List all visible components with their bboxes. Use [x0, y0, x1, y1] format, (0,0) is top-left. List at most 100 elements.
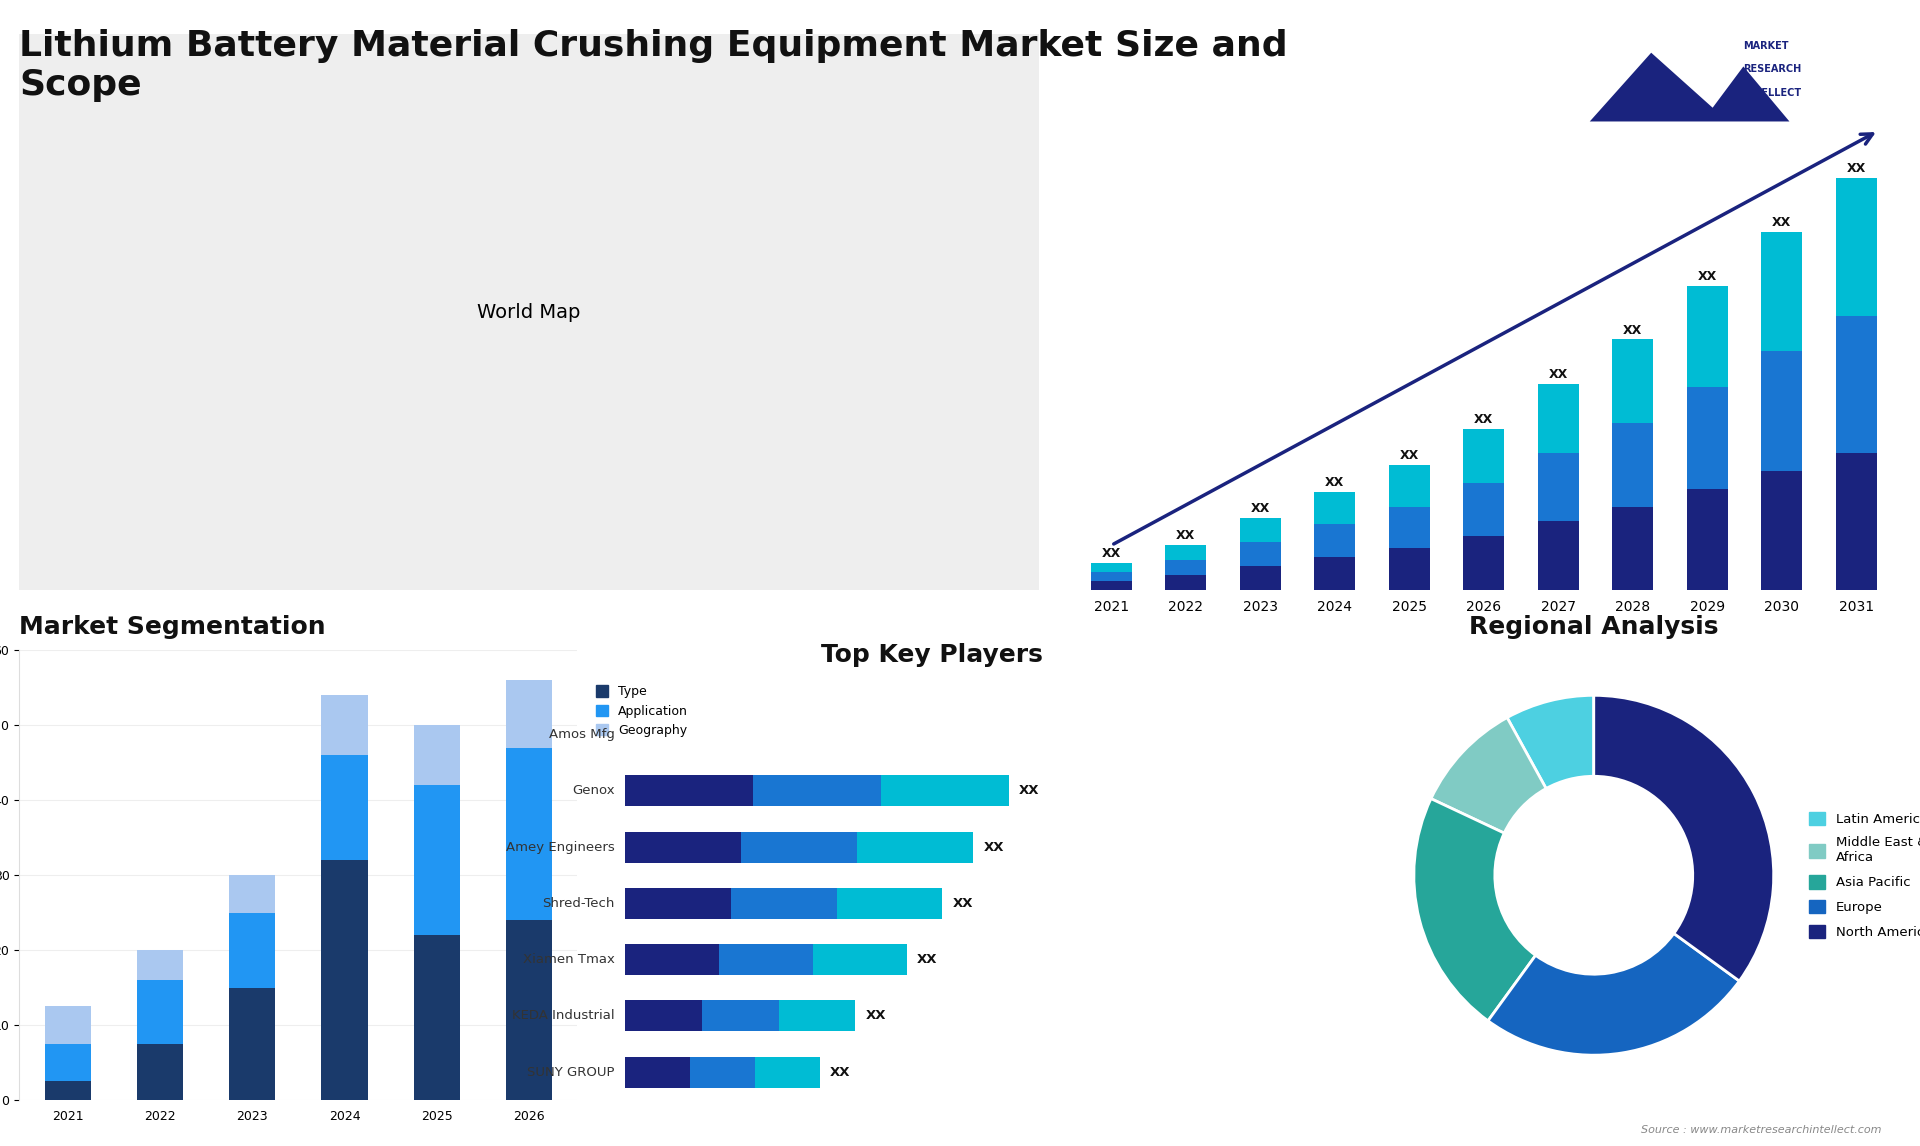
- Bar: [1761, 352, 1803, 471]
- Bar: [1091, 581, 1131, 590]
- Bar: [741, 832, 856, 863]
- Text: XX: XX: [1177, 529, 1196, 542]
- Wedge shape: [1594, 696, 1774, 981]
- Bar: [626, 832, 741, 863]
- Text: XX: XX: [1400, 449, 1419, 462]
- Bar: [626, 944, 718, 975]
- Bar: [44, 1006, 90, 1044]
- Text: Amos Mfg: Amos Mfg: [549, 728, 614, 741]
- Bar: [1091, 563, 1131, 572]
- Text: XX: XX: [916, 953, 937, 966]
- Legend: Type, Application, Geography: Type, Application, Geography: [589, 680, 695, 743]
- Text: Amey Engineers: Amey Engineers: [507, 841, 614, 854]
- Bar: [812, 944, 906, 975]
- Text: XX: XX: [1772, 217, 1791, 229]
- Text: KEDA Industrial: KEDA Industrial: [513, 1010, 614, 1022]
- Bar: [881, 776, 1008, 807]
- Text: RESEARCH: RESEARCH: [1743, 64, 1801, 74]
- Bar: [1836, 453, 1876, 590]
- Bar: [732, 888, 837, 919]
- Bar: [505, 748, 553, 920]
- Bar: [505, 681, 553, 748]
- Bar: [1240, 542, 1281, 566]
- Bar: [1091, 572, 1131, 581]
- Bar: [626, 888, 732, 919]
- Text: XX: XX: [1847, 163, 1866, 175]
- Bar: [1388, 507, 1430, 548]
- Bar: [1463, 429, 1503, 482]
- Bar: [321, 755, 367, 861]
- Bar: [755, 1057, 820, 1088]
- Text: XX: XX: [1102, 547, 1121, 560]
- Bar: [703, 1000, 780, 1031]
- Text: Shred-Tech: Shred-Tech: [543, 897, 614, 910]
- Bar: [1388, 548, 1430, 590]
- Bar: [321, 861, 367, 1100]
- Bar: [837, 888, 943, 919]
- Text: XX: XX: [1697, 269, 1716, 283]
- Bar: [1538, 453, 1578, 521]
- Bar: [44, 1044, 90, 1082]
- Bar: [1165, 560, 1206, 575]
- Bar: [44, 1082, 90, 1100]
- Bar: [1165, 545, 1206, 560]
- Bar: [626, 1000, 703, 1031]
- Text: XX: XX: [1020, 784, 1039, 798]
- Bar: [626, 1057, 689, 1088]
- Text: INTELLECT: INTELLECT: [1743, 87, 1801, 97]
- Text: XX: XX: [829, 1066, 851, 1078]
- Bar: [753, 776, 881, 807]
- Bar: [228, 988, 275, 1100]
- Text: Market Segmentation: Market Segmentation: [19, 614, 326, 638]
- Bar: [1761, 233, 1803, 352]
- Bar: [413, 725, 459, 785]
- Bar: [1315, 492, 1356, 525]
- Bar: [1686, 285, 1728, 387]
- Bar: [1463, 482, 1503, 536]
- Bar: [780, 1000, 854, 1031]
- Polygon shape: [1590, 53, 1789, 121]
- Text: SUNY GROUP: SUNY GROUP: [528, 1066, 614, 1078]
- Text: Top Key Players: Top Key Players: [822, 643, 1043, 667]
- Bar: [1388, 465, 1430, 507]
- Wedge shape: [1430, 717, 1546, 833]
- Bar: [413, 785, 459, 935]
- Bar: [1538, 384, 1578, 453]
- Bar: [1315, 557, 1356, 590]
- Bar: [1240, 566, 1281, 590]
- Text: Source : www.marketresearchintellect.com: Source : www.marketresearchintellect.com: [1642, 1124, 1882, 1135]
- Text: Genox: Genox: [572, 784, 614, 798]
- Bar: [1836, 179, 1876, 315]
- Bar: [1538, 521, 1578, 590]
- Text: XX: XX: [866, 1010, 885, 1022]
- Bar: [1613, 423, 1653, 507]
- Bar: [856, 832, 973, 863]
- Text: Xiamen Tmax: Xiamen Tmax: [522, 953, 614, 966]
- Text: XX: XX: [983, 841, 1004, 854]
- Bar: [1761, 471, 1803, 590]
- Bar: [1463, 536, 1503, 590]
- Bar: [136, 980, 182, 1044]
- Bar: [321, 696, 367, 755]
- Wedge shape: [1507, 696, 1594, 788]
- Bar: [1836, 315, 1876, 453]
- Bar: [1165, 575, 1206, 590]
- Bar: [228, 876, 275, 912]
- Text: XX: XX: [1475, 413, 1494, 426]
- Bar: [626, 776, 753, 807]
- Bar: [136, 950, 182, 980]
- Bar: [1240, 518, 1281, 542]
- Bar: [505, 920, 553, 1100]
- Bar: [689, 1057, 755, 1088]
- Title: Regional Analysis: Regional Analysis: [1469, 614, 1718, 638]
- Text: XX: XX: [1549, 368, 1569, 382]
- Legend: Latin America, Middle East &
Africa, Asia Pacific, Europe, North America: Latin America, Middle East & Africa, Asi…: [1803, 806, 1920, 945]
- Wedge shape: [1488, 934, 1740, 1055]
- Text: MARKET: MARKET: [1743, 41, 1789, 50]
- Text: World Map: World Map: [478, 303, 580, 322]
- Text: XX: XX: [952, 897, 973, 910]
- Text: Lithium Battery Material Crushing Equipment Market Size and
Scope: Lithium Battery Material Crushing Equipm…: [19, 29, 1288, 102]
- Wedge shape: [1413, 799, 1536, 1021]
- Text: XX: XX: [1250, 502, 1269, 516]
- Bar: [1613, 339, 1653, 423]
